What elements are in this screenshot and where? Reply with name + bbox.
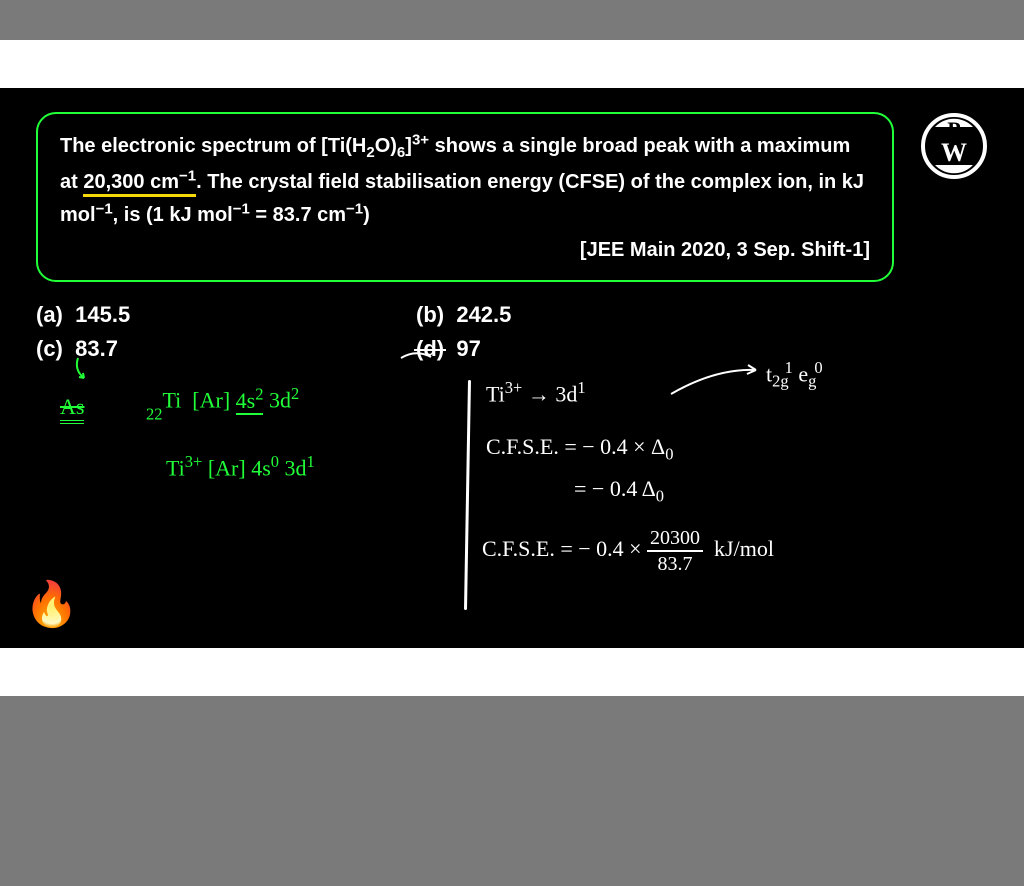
work-right-4: C.F.S.E. = − 0.4 × 2030083.7 kJ/mol [482, 528, 774, 574]
ans-label: As [60, 394, 84, 420]
option-c: (c) 83.7 [36, 332, 416, 366]
svg-text:W: W [941, 138, 967, 167]
option-b: (b) 242.5 [416, 298, 796, 332]
source-tag: [JEE Main 2020, 3 Sep. Shift-1] [60, 235, 870, 266]
work-right-3: = − 0.4 Δ0 [574, 476, 664, 506]
fire-icon: 🔥 [24, 578, 79, 630]
options-block: (a) 145.5 (b) 242.5 (c) 83.7 (d) 97 [36, 298, 796, 366]
work-right-2: C.F.S.E. = − 0.4 × Δ0 [486, 434, 673, 464]
paper-frame: P W The electronic spectrum of [Ti(H2O)6… [0, 40, 1024, 696]
option-a: (a) 145.5 [36, 298, 416, 332]
work-line-1: 22Ti [Ar] 4s2 3d2 [146, 384, 299, 424]
pw-logo: P W [920, 112, 988, 180]
option-d: (d) 97 [416, 332, 796, 366]
work-right-1: Ti3+ → 3d1 [486, 378, 586, 407]
arrow-icon [666, 364, 766, 404]
work-line-2: Ti3+ [Ar] 4s0 3d1 [166, 452, 315, 481]
question-box: The electronic spectrum of [Ti(H2O)6]3+ … [36, 112, 894, 282]
slide: P W The electronic spectrum of [Ti(H2O)6… [0, 88, 1024, 648]
handwriting-area: As 22Ti [Ar] 4s2 3d2 Ti3+ [Ar] 4s0 3d1 T… [36, 372, 988, 642]
question-text: The electronic spectrum of [Ti(H2O)6]3+ … [60, 135, 864, 227]
work-right-1b: t2g1 eg0 [766, 358, 823, 392]
divider-line [464, 380, 471, 610]
